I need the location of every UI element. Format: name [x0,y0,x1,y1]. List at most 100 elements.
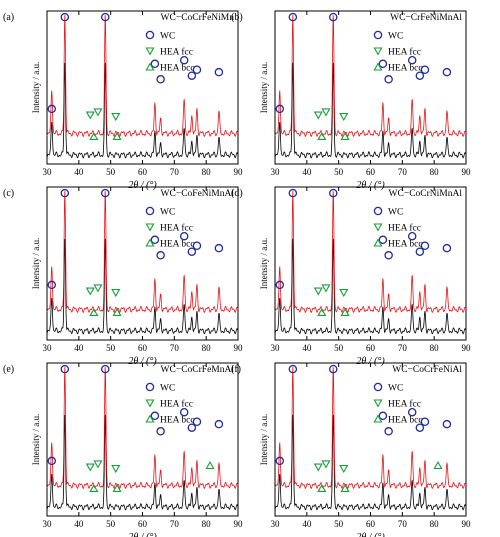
y-axis-label: Intensity / a.u. [31,238,41,290]
plot-frame [274,186,467,341]
xrd-trace-red [274,14,467,138]
legend-hea-fcc-label: HEA fcc [160,223,193,234]
wc-peak-marker [415,71,425,80]
chart-title: WC−CoCrNiMnAl [389,189,463,199]
x-axis-label: 2θ / (°) [128,180,157,191]
legend-hea-fcc-icon [145,399,155,408]
x-tick-label: 40 [302,343,312,353]
y-axis-label: Intensity / a.u. [31,62,41,114]
legend-wc-label: WC [388,384,403,394]
legend-wc-icon [145,30,155,40]
legend-hea-bcc-label: HEA bcc [160,64,195,74]
x-tick-label: 30 [43,343,53,353]
wc-peak-marker [275,104,285,114]
x-tick-label: 40 [302,519,312,529]
hea-bcc-peak-marker [340,131,350,141]
wc-peak-marker [275,456,285,466]
wc-peak-marker [288,188,298,198]
hea-fcc-peak-marker [93,284,103,293]
wc-peak-marker [179,55,189,65]
plot-frame [46,10,239,165]
chart-title: WC−CoCrFeNiAl [392,365,462,375]
hea-bcc-peak-marker [433,460,443,470]
xrd-trace-black [46,414,239,511]
wc-peak-marker [384,75,393,84]
x-tick-label: 80 [202,167,212,177]
wc-peak-marker [60,364,70,374]
wc-peak-marker [179,231,189,241]
x-tick-label: 30 [271,343,281,353]
wc-peak-marker [150,59,160,69]
x-tick-label: 70 [170,167,180,177]
x-tick-label: 50 [334,519,344,529]
chart-panel: 30 40 50 60 70 80 90 2θ / (°) Intensity / a.u. (c… [3,186,244,367]
wc-peak-marker [192,417,202,427]
hea-fcc-peak-marker [85,111,95,120]
wc-peak-marker [275,280,285,290]
hea-bcc-peak-marker [340,483,350,493]
x-tick-label: 70 [398,167,408,177]
legend-hea-bcc-label: HEA bcc [388,64,423,74]
legend-wc-icon [373,382,383,392]
wc-peak-marker [47,280,57,290]
hea-bcc-peak-marker [340,307,350,317]
plot-frame [274,10,467,165]
panel-label: (e) [3,364,14,375]
hea-bcc-peak-marker [112,483,122,493]
xrd-trace-red [274,366,467,490]
legend-wc-label: WC [388,208,403,218]
hea-fcc-peak-marker [93,460,103,469]
x-tick-label: 80 [202,343,212,353]
wc-peak-marker [415,423,425,432]
chart-panel: 30 40 50 60 70 80 90 2θ / (°) Intensity / a.u. (d… [231,186,472,367]
hea-fcc-peak-marker [321,460,331,469]
legend-wc-icon [145,206,155,216]
wc-peak-marker [101,188,110,198]
legend-hea-fcc-icon [145,47,155,56]
hea-fcc-peak-marker [313,111,323,120]
x-tick-label: 90 [462,343,472,353]
wc-peak-marker [442,67,452,77]
x-tick-label: 60 [366,519,376,529]
legend-hea-bcc-label: HEA bcc [388,416,423,426]
x-tick-label: 70 [398,519,408,529]
wc-peak-marker [378,235,388,245]
wc-peak-marker [288,12,298,22]
legend-hea-fcc-label: HEA fcc [388,223,421,234]
wc-peak-marker [156,75,165,84]
hea-fcc-peak-marker [313,287,323,296]
legend-wc-icon [373,206,383,216]
hea-bcc-peak-marker [317,307,327,317]
wc-peak-marker [60,188,70,198]
legend-hea-bcc-label: HEA bcc [388,240,423,250]
wc-peak-marker [384,251,393,260]
hea-bcc-peak-marker [205,460,215,470]
x-tick-label: 90 [462,167,472,177]
xrd-trace-black [46,62,239,159]
x-tick-label: 40 [74,167,84,177]
x-tick-label: 90 [234,343,244,353]
hea-bcc-peak-marker [89,131,99,141]
wc-peak-marker [156,427,165,436]
legend-hea-fcc-icon [373,399,383,408]
legend-hea-fcc-icon [373,47,383,56]
panel-label: (f) [231,364,241,375]
x-tick-label: 50 [334,167,344,177]
hea-bcc-peak-marker [112,307,122,317]
legend-hea-fcc-icon [373,223,383,232]
wc-peak-marker [442,419,452,429]
wc-peak-marker [187,423,197,432]
hea-fcc-peak-marker [313,463,323,472]
wc-peak-marker [101,364,110,374]
legend-hea-bcc-label: HEA bcc [160,240,195,250]
panel-label: (c) [3,188,14,199]
wc-peak-marker [214,419,224,429]
legend-hea-fcc-label: HEA fcc [388,47,421,58]
chart-panel: 30 40 50 60 70 80 90 2θ / (°) Intensity / a.u. (a… [3,10,243,191]
hea-fcc-peak-marker [339,465,349,474]
hea-fcc-peak-marker [321,284,331,293]
legend-wc-label: WC [160,384,175,394]
wc-peak-marker [192,241,202,251]
xrd-trace-black [274,62,467,159]
y-axis-label: Intensity / a.u. [259,414,269,466]
